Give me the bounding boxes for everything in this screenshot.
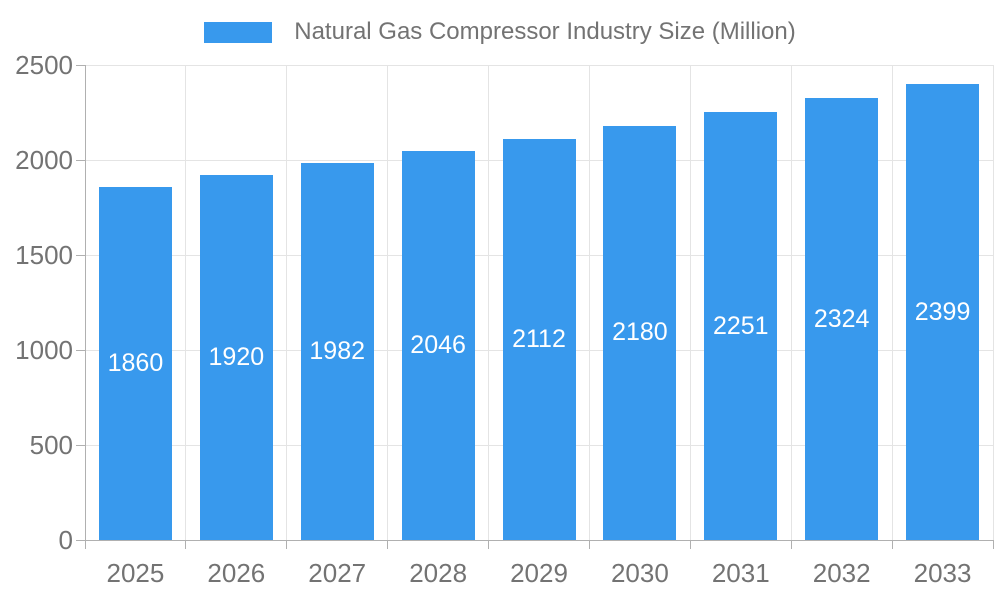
x-axis-tick [488,540,490,549]
bar-value-label: 2324 [813,304,870,333]
x-axis-label: 2027 [308,558,367,588]
x-gridline [992,65,994,540]
y-axis-tick [76,64,85,66]
x-axis-tick [185,540,187,549]
x-axis-tick [387,540,389,549]
x-axis-label: 2029 [510,558,568,588]
y-axis-tick [76,539,85,541]
bar-value-label: 2180 [612,318,668,347]
y-axis-label: 0 [58,525,73,555]
bar-2031[interactable]: 2251 [704,112,778,540]
bar-value-label: 2046 [410,331,466,360]
x-gridline [185,65,187,540]
x-axis-label: 2032 [812,558,871,588]
x-axis-tick [286,540,288,549]
bar-value-label: 1920 [208,343,265,372]
x-gridline [891,65,893,540]
bar-value-label: 2399 [914,297,971,326]
bar-2029[interactable]: 2112 [502,138,576,540]
bar-value-label: 1982 [309,337,366,366]
x-axis-tick [992,540,994,549]
x-axis-line [85,539,993,541]
x-gridline [488,65,490,540]
y-axis-tick [76,159,85,161]
x-axis-label: 2033 [913,558,972,588]
x-gridline [790,65,792,540]
x-axis-tick [588,540,590,549]
bar-2033[interactable]: 2399 [906,84,980,540]
bar-2026[interactable]: 1920 [199,175,273,540]
y-axis-line [84,65,86,549]
x-axis-label: 2028 [409,558,468,588]
x-gridline [286,65,288,540]
y-gridline [85,64,993,66]
x-gridline [387,65,389,540]
bar-value-label: 1860 [107,348,164,377]
y-axis-label: 2000 [15,145,73,175]
bar-2030[interactable]: 2180 [603,125,677,540]
y-axis-tick [76,254,85,256]
x-gridline [689,65,691,540]
bar-2027[interactable]: 1982 [300,163,374,540]
y-axis-label: 1500 [15,240,73,270]
y-axis-label: 1000 [15,335,73,365]
x-axis-label: 2025 [106,558,165,588]
legend-swatch [204,21,273,43]
x-axis-tick [790,540,792,549]
y-axis-tick [76,349,85,351]
bar-2028[interactable]: 2046 [401,151,475,540]
bar-2032[interactable]: 2324 [805,98,879,540]
chart-legend[interactable]: Natural Gas Compressor Industry Size (Mi… [0,17,1000,47]
bar-value-label: 2112 [512,324,566,353]
x-axis-tick [689,540,691,549]
x-axis-label: 2031 [711,558,770,588]
x-axis-label: 2026 [207,558,266,588]
y-axis-label: 500 [29,430,73,460]
bar-value-label: 2251 [712,311,769,340]
y-axis-label: 2500 [15,50,73,80]
x-gridline [588,65,590,540]
y-axis-tick [76,444,85,446]
x-axis-tick [891,540,893,549]
legend-label: Natural Gas Compressor Industry Size (Mi… [294,18,796,45]
x-axis-label: 2030 [610,558,669,588]
bar-2025[interactable]: 1860 [98,186,172,540]
